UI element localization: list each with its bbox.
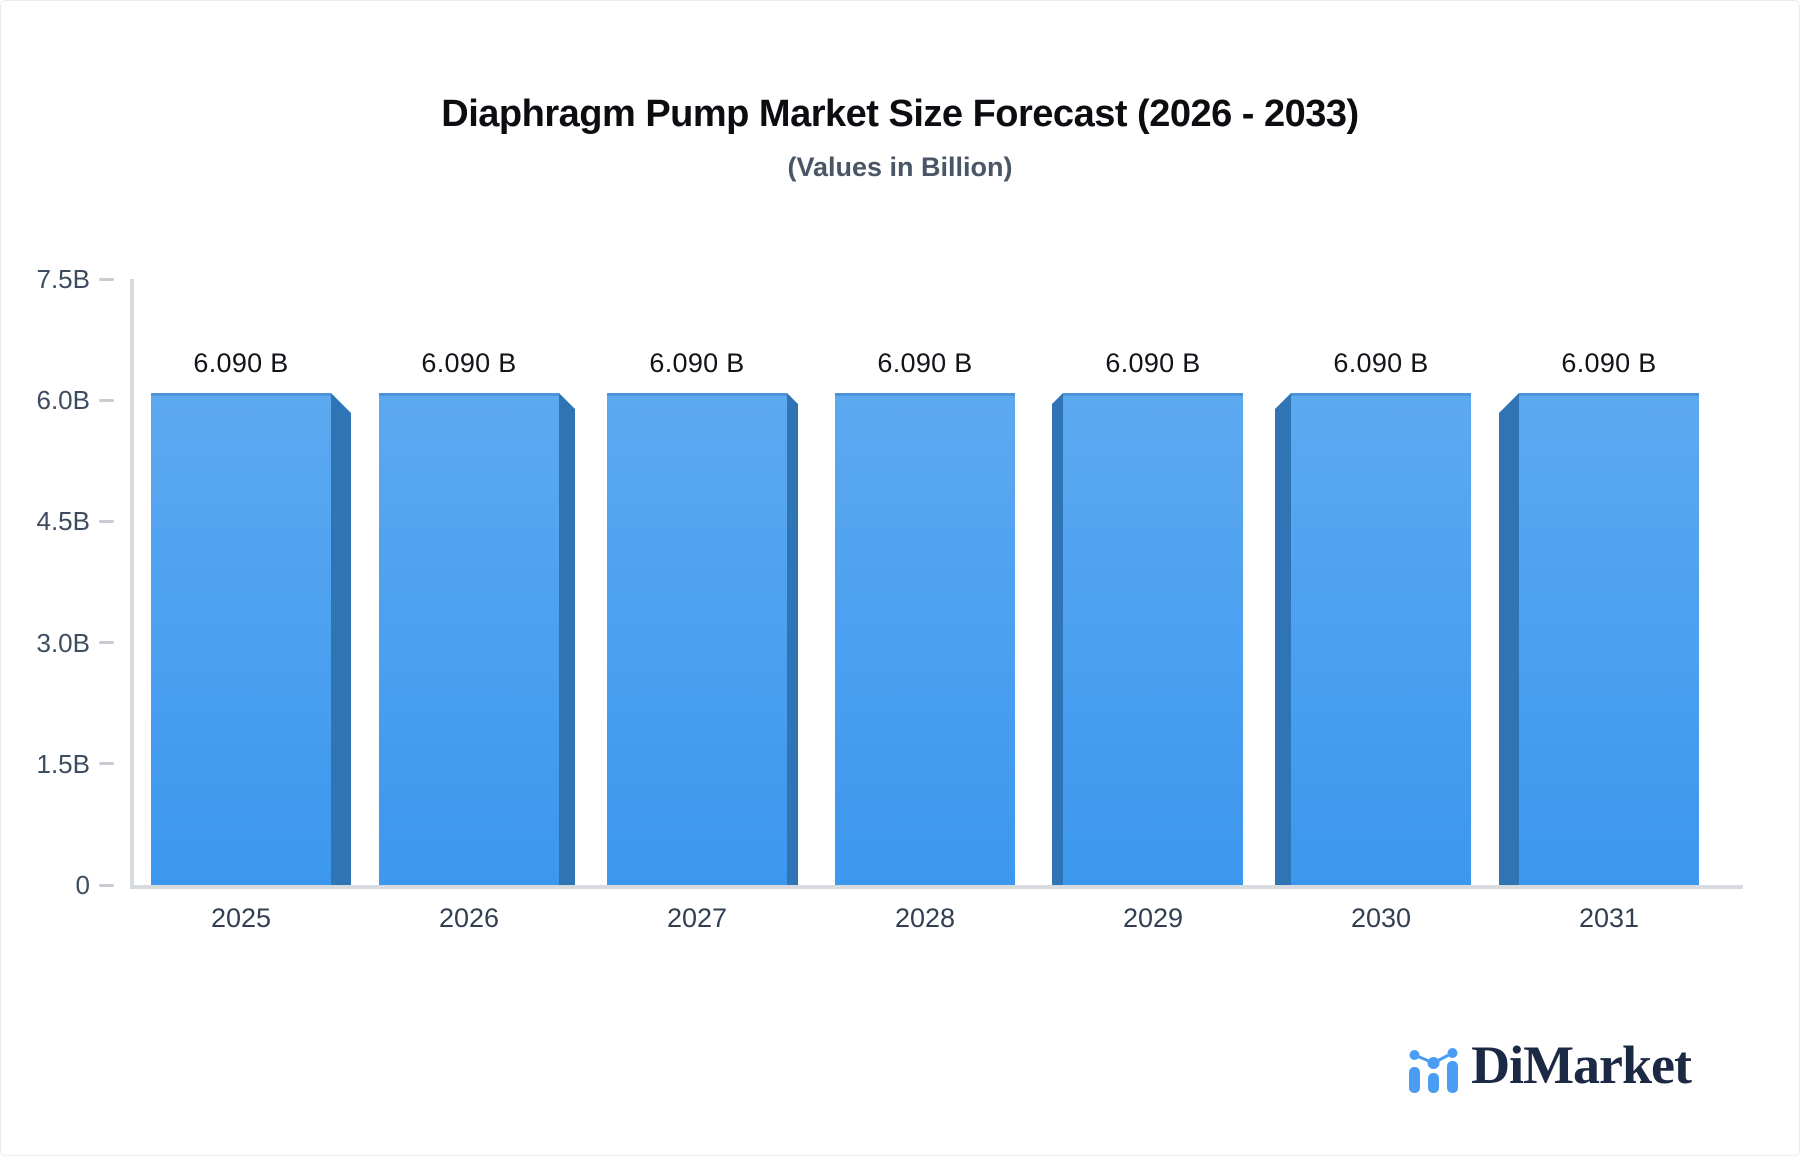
- bar-face: [835, 392, 1015, 885]
- bar-face: [1519, 392, 1699, 885]
- x-axis-label: 2028: [894, 903, 956, 933]
- y-axis-tick: [99, 641, 114, 645]
- y-axis-tick: [99, 762, 114, 766]
- bar[interactable]: [607, 392, 798, 885]
- y-axis-label: 3.0B: [36, 627, 91, 658]
- bar-side-face: [1275, 392, 1291, 885]
- bar-line-chart-icon: [1409, 1048, 1459, 1093]
- bar-value-label: 6.090 B: [193, 347, 289, 378]
- bar-side-face: [787, 392, 798, 885]
- bar-side-face: [1499, 392, 1519, 885]
- bar[interactable]: [1052, 392, 1243, 885]
- bar-face: [1291, 392, 1471, 885]
- y-axis-tick: [99, 398, 114, 402]
- dimarket-logo-text: DiMarket: [1471, 1035, 1692, 1095]
- x-axis-label: 2029: [1122, 903, 1184, 933]
- y-axis-label: 1.5B: [36, 748, 91, 779]
- x-axis-label: 2027: [666, 903, 728, 933]
- x-axis-label: 2026: [438, 903, 500, 933]
- bar-value-label: 6.090 B: [649, 347, 745, 378]
- bar-side-face: [331, 392, 351, 885]
- bar-value-label: 6.090 B: [877, 347, 973, 378]
- bar-side-face: [559, 392, 575, 885]
- y-axis-tick: [99, 883, 114, 887]
- x-axis-label: 2030: [1350, 903, 1412, 933]
- x-axis-labels: 2025 2026 2027 2028 2029 2030 2031: [135, 903, 1743, 937]
- bar[interactable]: [151, 392, 351, 885]
- bar-value-label: 6.090 B: [1105, 347, 1201, 378]
- bar-face: [1063, 392, 1243, 885]
- bar-value-label: 6.090 B: [421, 347, 517, 378]
- bar-value-label: 6.090 B: [1561, 347, 1657, 378]
- bar[interactable]: [835, 392, 1015, 885]
- bar[interactable]: [1499, 392, 1699, 885]
- chart-title: Diaphragm Pump Market Size Forecast (202…: [441, 93, 1359, 135]
- x-axis-line: [130, 885, 1743, 889]
- y-axis-label: 7.5B: [36, 264, 91, 294]
- bar-face: [607, 392, 787, 885]
- plot-area: 0 1.5B 3.0B 4.5B 6.0B 7.5B 6.090 B 6.090 B 6.09…: [37, 264, 1743, 933]
- y-axis-tick: [99, 519, 114, 523]
- bar-face: [151, 392, 331, 885]
- x-axis-label: 2031: [1578, 903, 1640, 933]
- y-axis-tick: [99, 277, 114, 281]
- dimarket-logo: DiMarket: [1406, 1035, 1692, 1095]
- x-axis-label: 2025: [210, 903, 272, 933]
- y-axis-line: [130, 279, 134, 889]
- y-axis: 0 1.5B 3.0B 4.5B 6.0B 7.5B: [1, 264, 130, 900]
- bar-side-face: [1052, 392, 1063, 885]
- bars-container: 6.090 B 6.090 B 6.090 B 6.090 B 6.090 B 6.090…: [135, 279, 1743, 885]
- y-axis-label: 0: [75, 870, 90, 900]
- bar-face: [379, 392, 559, 885]
- bar[interactable]: [1275, 392, 1471, 885]
- y-axis-label: 4.5B: [36, 506, 91, 537]
- chart-subtitle: (Values in Billion): [787, 152, 1013, 182]
- bar[interactable]: [379, 392, 575, 885]
- y-axis-label: 6.0B: [36, 385, 91, 416]
- bar-value-label: 6.090 B: [1333, 347, 1429, 378]
